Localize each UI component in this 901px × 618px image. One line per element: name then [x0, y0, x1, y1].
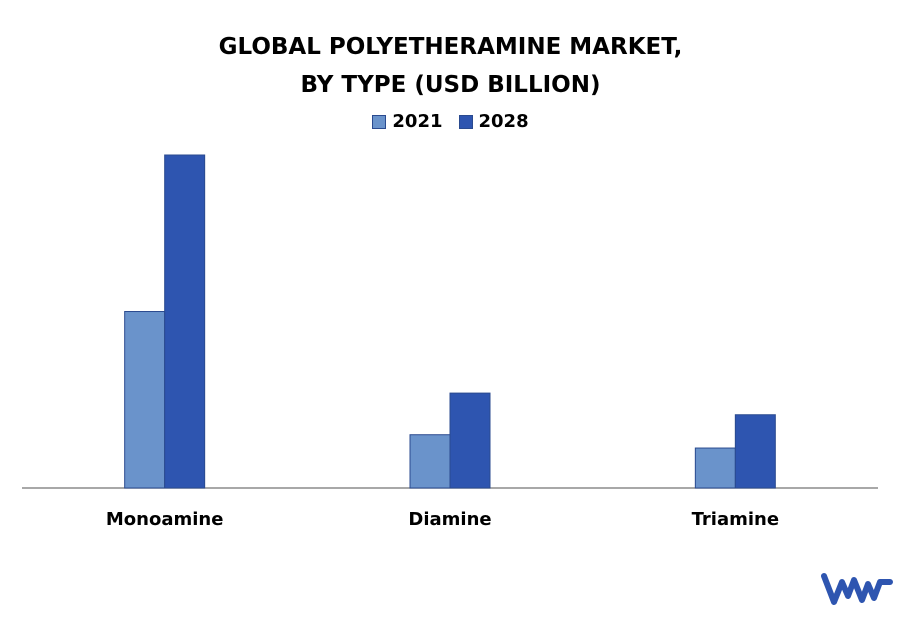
x-tick-label-monoamine: Monoamine — [106, 509, 224, 530]
bar-monoamine-2028 — [164, 154, 206, 489]
chart-legend: 2021 2028 — [0, 111, 901, 132]
bar-diamine-2021 — [409, 434, 451, 489]
chart-title-line-1: GLOBAL POLYETHERAMINE MARKET, — [218, 34, 683, 60]
bar-monoamine-2021 — [124, 311, 166, 489]
x-tick-label-triamine: Triamine — [692, 509, 779, 530]
x-tick-label-diamine: Diamine — [408, 509, 491, 530]
legend-item-2028: 2028 — [458, 111, 529, 132]
bar-diamine-2028 — [449, 392, 491, 489]
vmr-logo — [821, 573, 893, 605]
bar-triamine-2028 — [734, 414, 776, 489]
chart-title-line-2: BY TYPE (USD BILLION) — [300, 72, 601, 98]
legend-label-2021: 2021 — [392, 111, 443, 132]
legend-swatch-2021 — [372, 114, 387, 129]
legend-swatch-2028 — [458, 114, 473, 129]
bar-triamine-2021 — [694, 447, 736, 489]
chart-title: GLOBAL POLYETHERAMINE MARKET, BY TYPE (U… — [0, 28, 901, 104]
legend-item-2021: 2021 — [372, 111, 443, 132]
legend-label-2028: 2028 — [478, 111, 529, 132]
